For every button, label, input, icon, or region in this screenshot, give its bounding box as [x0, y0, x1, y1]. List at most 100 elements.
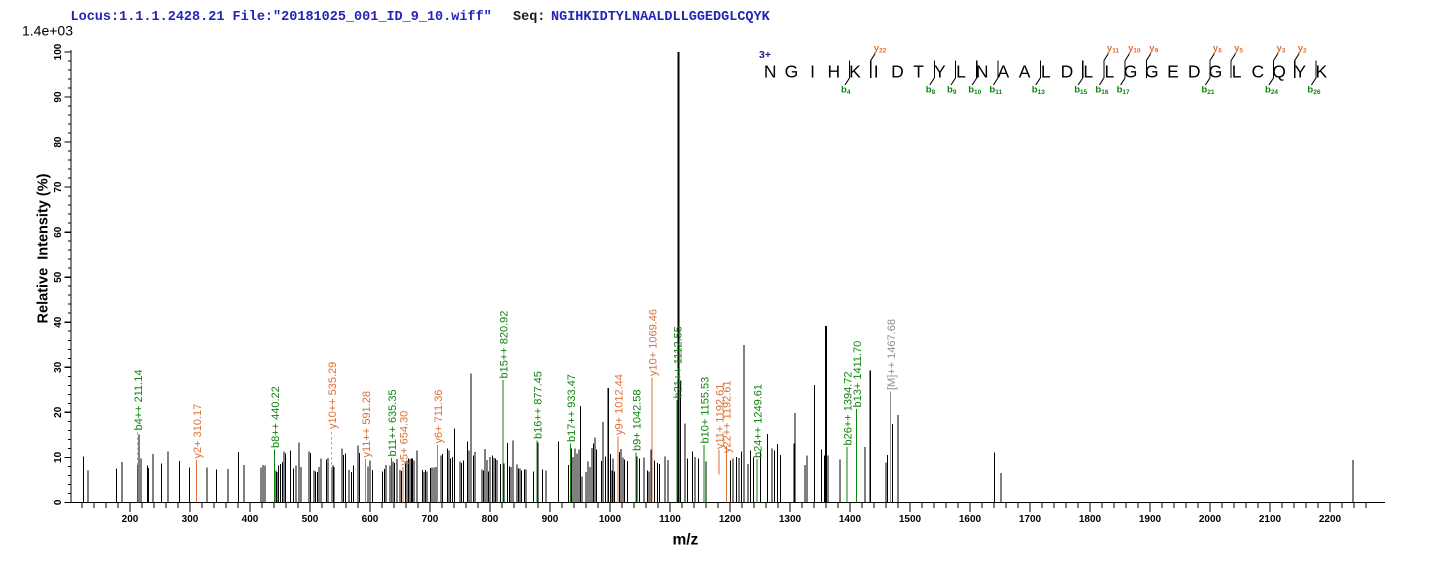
- svg-text:L: L: [1041, 62, 1051, 82]
- svg-text:800: 800: [482, 514, 499, 525]
- svg-text:b24++ 1249.61: b24++ 1249.61: [753, 384, 765, 458]
- svg-text:1.4e+03: 1.4e+03: [22, 23, 73, 39]
- svg-text:y5: y5: [1234, 43, 1243, 55]
- svg-text:N: N: [764, 62, 777, 82]
- svg-text:b17: b17: [1117, 85, 1130, 97]
- svg-text:0: 0: [53, 499, 64, 505]
- svg-text:b13+ 1411.70: b13+ 1411.70: [852, 341, 864, 408]
- svg-text:b21: b21: [1201, 85, 1214, 97]
- svg-text:y11++ 591.28: y11++ 591.28: [361, 391, 373, 457]
- svg-text:y11+ 1192.61: y11+ 1192.61: [715, 384, 727, 449]
- svg-text:2100: 2100: [1259, 514, 1282, 525]
- svg-text:N: N: [976, 62, 989, 82]
- svg-text:b15: b15: [1074, 85, 1087, 97]
- svg-text:b10: b10: [968, 85, 981, 97]
- svg-text:y6+ 711.36: y6+ 711.36: [433, 390, 445, 444]
- svg-text:L: L: [956, 62, 966, 82]
- svg-text:60: 60: [53, 226, 64, 238]
- svg-text:K: K: [849, 62, 861, 82]
- svg-text:1600: 1600: [959, 514, 982, 525]
- svg-text:Relative Intensity (%): Relative Intensity (%): [36, 173, 52, 323]
- svg-text:1500: 1500: [899, 514, 922, 525]
- svg-text:Y: Y: [1294, 62, 1306, 82]
- svg-text:b26++ 1394.72: b26++ 1394.72: [843, 371, 855, 445]
- svg-text:L: L: [1232, 62, 1242, 82]
- svg-text:1000: 1000: [599, 514, 622, 525]
- svg-text:m/z: m/z: [672, 532, 698, 549]
- svg-text:600: 600: [362, 514, 379, 525]
- svg-text:30: 30: [53, 361, 64, 373]
- svg-text:b26: b26: [1307, 85, 1320, 97]
- svg-text:y22: y22: [874, 43, 887, 55]
- svg-text:90: 90: [53, 91, 64, 103]
- svg-text:b16: b16: [1095, 85, 1108, 97]
- svg-text:1700: 1700: [1019, 514, 1042, 525]
- svg-text:1200: 1200: [719, 514, 742, 525]
- svg-text:b8++ 440.22: b8++ 440.22: [270, 386, 282, 448]
- svg-text:3+: 3+: [759, 49, 771, 61]
- svg-text:y9: y9: [1149, 43, 1158, 55]
- svg-text:b9: b9: [947, 85, 957, 97]
- svg-text:700: 700: [422, 514, 439, 525]
- svg-text:NGIHKIDTYLNAALDLLGGEDGLCQYK: NGIHKIDTYLNAALDLLGGEDGLCQYK: [551, 10, 771, 25]
- svg-text:b17++ 933.47: b17++ 933.47: [566, 374, 578, 442]
- svg-text:b8: b8: [926, 85, 936, 97]
- svg-text:y10: y10: [1128, 43, 1141, 55]
- svg-text:H: H: [827, 62, 840, 82]
- svg-text:y2+ 310.17: y2+ 310.17: [192, 404, 204, 459]
- svg-text:y6: y6: [1213, 43, 1222, 55]
- svg-text:b4: b4: [841, 85, 851, 97]
- svg-text:1300: 1300: [779, 514, 802, 525]
- svg-text:L: L: [1105, 62, 1115, 82]
- svg-text:A: A: [1019, 62, 1031, 82]
- svg-text:E: E: [1167, 62, 1179, 82]
- svg-text:y10+ 1069.46: y10+ 1069.46: [648, 309, 660, 376]
- svg-text:y3: y3: [1277, 43, 1286, 55]
- svg-text:y5+ 654.30: y5+ 654.30: [399, 411, 411, 466]
- svg-text:G: G: [1124, 62, 1138, 82]
- svg-text:D: D: [1061, 62, 1074, 82]
- svg-text:b11: b11: [989, 85, 1002, 97]
- svg-text:100: 100: [53, 43, 64, 60]
- svg-text:900: 900: [542, 514, 559, 525]
- svg-text:C: C: [1251, 62, 1264, 82]
- svg-text:1800: 1800: [1079, 514, 1102, 525]
- svg-text:Q: Q: [1272, 62, 1286, 82]
- svg-text:I: I: [810, 62, 815, 82]
- svg-text:[M]++ 1467.68: [M]++ 1467.68: [886, 319, 898, 390]
- svg-text:50: 50: [53, 271, 64, 283]
- svg-text:1900: 1900: [1139, 514, 1162, 525]
- svg-text:y2: y2: [1298, 43, 1307, 55]
- svg-text:10: 10: [53, 451, 64, 463]
- svg-text:b16++ 877.45: b16++ 877.45: [532, 371, 544, 439]
- svg-text:I: I: [874, 62, 879, 82]
- svg-text:300: 300: [182, 514, 199, 525]
- svg-text:G: G: [1209, 62, 1223, 82]
- svg-text:A: A: [998, 62, 1010, 82]
- svg-text:Locus:1.1.1.2428.21 File:"2018: Locus:1.1.1.2428.21 File:"20181025_001_I…: [71, 10, 492, 25]
- svg-text:y22++ 1192.61: y22++ 1192.61: [722, 380, 734, 453]
- svg-text:20: 20: [53, 406, 64, 418]
- svg-text:400: 400: [242, 514, 259, 525]
- svg-text:L: L: [1083, 62, 1093, 82]
- svg-text:y10++ 535.29: y10++ 535.29: [327, 362, 339, 429]
- svg-text:500: 500: [302, 514, 319, 525]
- svg-text:D: D: [1188, 62, 1201, 82]
- svg-text:Seq:: Seq:: [513, 10, 545, 25]
- svg-text:b9+ 1042.58: b9+ 1042.58: [632, 390, 644, 451]
- svg-text:40: 40: [53, 316, 64, 328]
- svg-text:b15++ 820.92: b15++ 820.92: [499, 311, 511, 379]
- svg-text:Y: Y: [934, 62, 946, 82]
- svg-text:80: 80: [53, 136, 64, 148]
- svg-text:G: G: [785, 62, 799, 82]
- svg-text:b24: b24: [1265, 85, 1278, 97]
- svg-text:1100: 1100: [659, 514, 681, 525]
- svg-text:b10+ 1155.53: b10+ 1155.53: [699, 377, 711, 444]
- svg-text:70: 70: [53, 181, 64, 193]
- svg-text:2200: 2200: [1319, 514, 1342, 525]
- svg-text:T: T: [913, 62, 924, 82]
- svg-text:b11++ 635.35: b11++ 635.35: [387, 389, 399, 456]
- svg-text:K: K: [1316, 62, 1328, 82]
- svg-text:b4++ 211.14: b4++ 211.14: [133, 370, 145, 431]
- svg-text:y9+ 1012.44: y9+ 1012.44: [613, 374, 625, 435]
